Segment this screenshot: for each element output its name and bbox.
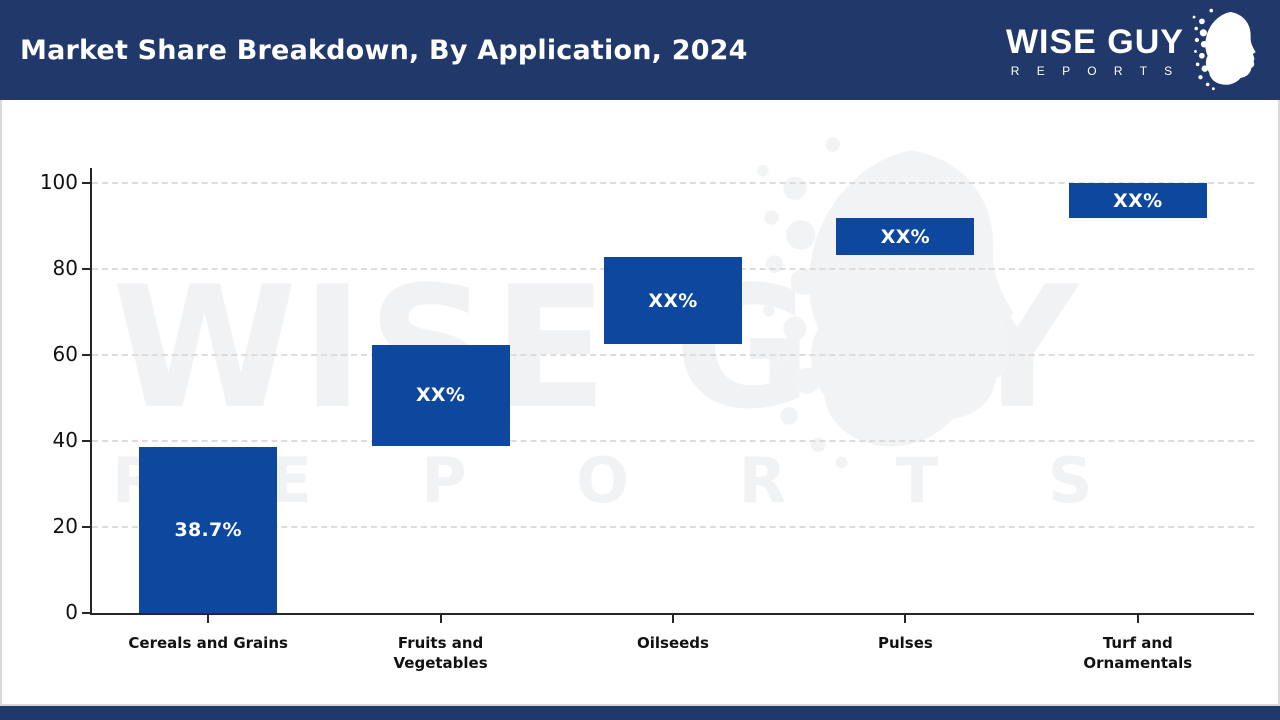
waterfall-bar: XX%	[836, 218, 975, 256]
y-tick-mark	[82, 182, 92, 184]
logo-wordmark: WISE GUY	[1005, 22, 1184, 61]
gridline-40	[92, 440, 1254, 442]
x-category-label: Turf and Ornamentals	[1083, 634, 1193, 673]
y-tick-label: 40	[52, 428, 78, 452]
x-tick-mark	[904, 615, 907, 623]
waterfall-bar: 38.7%	[139, 446, 278, 613]
wiseguy-logo: WISE GUY R E P O R T S	[1006, 6, 1266, 94]
y-tick-label: 0	[65, 600, 78, 624]
gridline-20	[92, 526, 1254, 528]
bar-value-label: XX%	[880, 225, 931, 248]
bar-value-label: XX%	[1113, 189, 1163, 212]
y-tick-mark	[82, 612, 92, 614]
x-category-label: Cereals and Grains	[128, 634, 288, 652]
x-tick-mark	[1136, 615, 1139, 623]
y-tick-label: 60	[52, 342, 78, 366]
bar-value-label: 38.7%	[174, 518, 242, 541]
y-tick-label: 20	[52, 514, 78, 538]
x-tick-mark	[207, 615, 210, 623]
chart-area: WISE GUY R E P O R T S 0 20 40 60 80 100 38.7%…	[0, 100, 1280, 706]
bar-value-label: XX%	[648, 289, 698, 312]
logo-subtitle: R E P O R T S	[1010, 63, 1180, 78]
waterfall-bar: XX%	[371, 344, 510, 446]
y-tick-mark	[82, 268, 92, 270]
x-category-label: Fruits and Vegetables	[393, 634, 488, 673]
y-axis-spine	[90, 168, 92, 613]
gridline-100	[92, 182, 1254, 184]
y-tick-label: 80	[52, 256, 78, 280]
waterfall-bar: XX%	[1068, 183, 1207, 219]
bar-value-label: XX%	[415, 384, 466, 407]
logo-text: WISE GUY R E P O R T S	[1006, 23, 1184, 78]
x-tick-mark	[672, 615, 674, 623]
chart-title: Market Share Breakdown, By Application, …	[20, 34, 748, 66]
header-bar: Market Share Breakdown, By Application, …	[0, 0, 1280, 100]
x-tick-mark	[439, 615, 442, 623]
y-tick-mark	[82, 440, 92, 442]
wiseguy-head-profile-icon	[1192, 8, 1256, 91]
gridline-60	[92, 354, 1254, 356]
footer-bar	[0, 706, 1280, 720]
y-tick-mark	[82, 526, 92, 528]
y-tick-mark	[82, 354, 92, 356]
x-axis-spine	[90, 613, 1254, 615]
plot-region: 0 20 40 60 80 100 38.7% Cereals and Grains XX% Fr…	[2, 100, 1278, 704]
x-category-label: Pulses	[877, 634, 933, 652]
x-category-label: Oilseeds	[637, 634, 709, 652]
waterfall-bar: XX%	[604, 257, 742, 344]
y-tick-label: 100	[39, 170, 78, 194]
